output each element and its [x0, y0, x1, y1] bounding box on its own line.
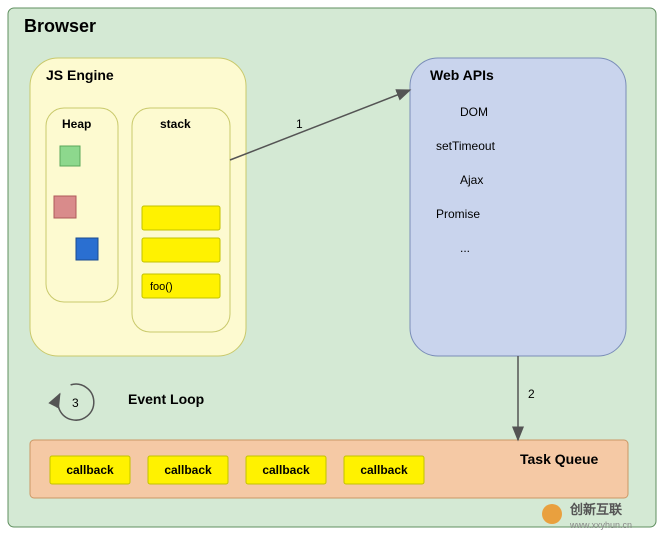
web-api-item-3: Promise [436, 207, 480, 221]
heap-object-1 [54, 196, 76, 218]
web-apis-title: Web APIs [430, 67, 494, 83]
stack-title: stack [160, 117, 191, 131]
event-loop-label: Event Loop [128, 391, 204, 407]
svg-text:创新互联: 创新互联 [569, 502, 622, 517]
callback-label-2: callback [262, 463, 310, 477]
web-api-item-0: DOM [460, 105, 488, 119]
web-api-item-1: setTimeout [436, 139, 496, 153]
svg-text:www.xxyhun.cn: www.xxyhun.cn [569, 520, 632, 530]
heap-object-0 [60, 146, 80, 166]
stack-frame-1 [142, 238, 220, 262]
svg-layer: Browser JS Engine Heap stack foo() Web APIs DO… [0, 0, 664, 535]
stack-frame-0 [142, 206, 220, 230]
callback-label-3: callback [360, 463, 408, 477]
event-loop-number: 3 [72, 396, 79, 410]
task-queue-title: Task Queue [520, 451, 599, 467]
heap-title: Heap [62, 117, 91, 131]
arrow-1-label: 1 [296, 117, 303, 131]
diagram-canvas: Browser JS Engine Heap stack foo() Web APIs DO… [0, 0, 664, 535]
heap-object-2 [76, 238, 98, 260]
stack-frame-label-2: foo() [150, 281, 173, 293]
js-engine-title: JS Engine [46, 67, 114, 83]
callback-label-1: callback [164, 463, 212, 477]
callback-label-0: callback [66, 463, 114, 477]
web-api-item-2: Ajax [460, 173, 483, 187]
web-api-item-4: ... [460, 241, 470, 255]
browser-title: Browser [24, 16, 96, 36]
arrow-2-label: 2 [528, 387, 535, 401]
